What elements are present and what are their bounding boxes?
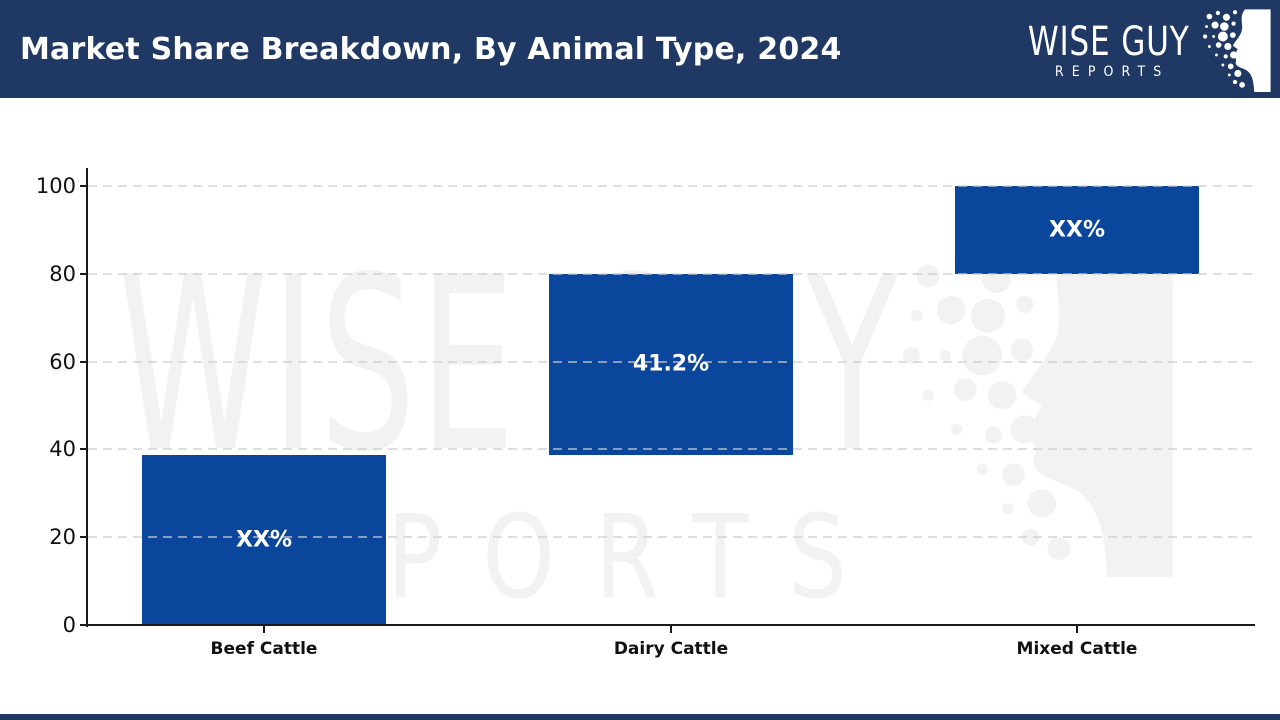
- x-tick-beef-cattle: [263, 625, 265, 633]
- y-tick-100: [80, 185, 88, 187]
- y-tick-80: [80, 272, 88, 275]
- y-tick-20: [80, 536, 88, 539]
- gridline-40: [88, 448, 1255, 451]
- x-tick-label-mixed-cattle: Mixed Cattle: [1016, 639, 1138, 659]
- y-tick-label-40: 40: [49, 437, 76, 462]
- x-axis-line: [86, 624, 1255, 626]
- x-tick-label-beef-cattle: Beef Cattle: [210, 639, 318, 659]
- x-tick-dairy-cattle: [670, 625, 672, 633]
- gridline-80: [88, 272, 1255, 275]
- y-tick-0: [80, 624, 88, 626]
- page-title: Market Share Breakdown, By Animal Type, …: [20, 31, 842, 67]
- x-tick-label-dairy-cattle: Dairy Cattle: [613, 639, 729, 659]
- brand-logo: WISE GUY REPORTS: [1005, 7, 1272, 93]
- bar-dairy-cattle: [549, 273, 793, 455]
- bar-beef-cattle: [142, 454, 386, 625]
- x-tick-mixed-cattle: [1076, 625, 1078, 633]
- footer-bar: [0, 714, 1280, 720]
- y-tick-label-60: 60: [49, 349, 76, 374]
- logo-text: WISE GUY REPORTS: [1005, 20, 1212, 80]
- gridline-60: [88, 360, 1255, 363]
- report-header: Market Share Breakdown, By Animal Type, …: [0, 0, 1280, 98]
- gridline-20: [88, 536, 1255, 539]
- bar-value-label-dairy-cattle: 41.2%: [632, 351, 710, 377]
- y-tick-60: [80, 360, 88, 363]
- bar-value-label-beef-cattle: XX%: [236, 527, 292, 553]
- y-tick-label-100: 100: [35, 174, 76, 198]
- y-tick-label-0: 0: [62, 613, 76, 637]
- logo-subtext: REPORTS: [1055, 64, 1170, 80]
- y-axis-line: [86, 168, 88, 627]
- y-tick-label-80: 80: [49, 261, 76, 286]
- y-tick-label-20: 20: [49, 525, 76, 550]
- logo-wordmark: WISE GUY: [1027, 19, 1190, 65]
- gridline-100: [88, 185, 1255, 187]
- bar-value-label-mixed-cattle: XX%: [1049, 217, 1105, 243]
- dotted-head-icon: [1202, 9, 1271, 92]
- y-tick-40: [80, 448, 88, 451]
